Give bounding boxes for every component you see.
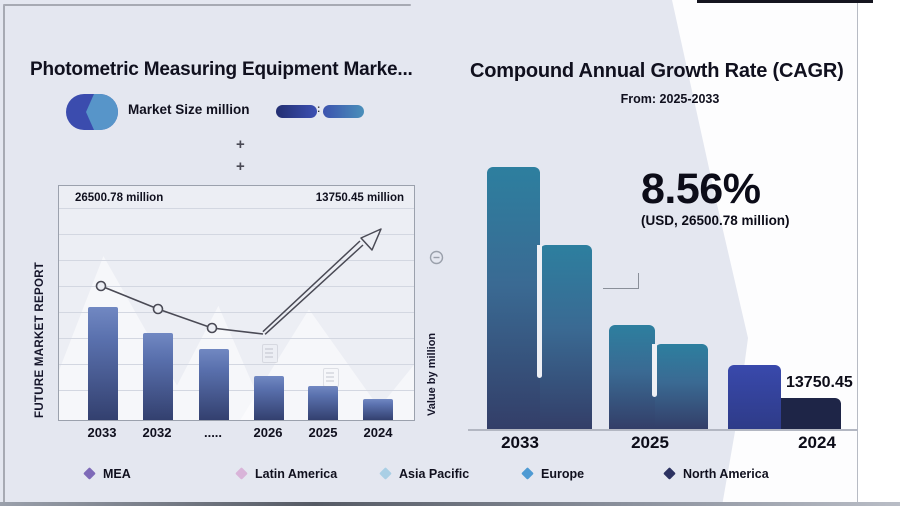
market-size-label: Market Size million [128,102,250,117]
legend-label: North America [683,467,769,481]
x-label: 2033 [87,425,117,440]
bar-2025 [308,386,338,420]
y-axis-label: Value by million [426,332,438,416]
right-title: Compound Annual Growth Rate (CAGR) [470,60,844,82]
market-size-row: Market Size million : [64,92,394,136]
left-title: Photometric Measuring Equipment Marke... [30,59,413,80]
gridline [59,286,414,287]
legend-label: Latin America [255,467,338,481]
legend-label: Asia Pacific [399,467,470,481]
legend-diamond-icon [663,467,676,480]
gridline [59,260,414,261]
x-label: 2024 [798,433,836,452]
bar-slot [652,344,657,397]
cagr-bar-2025-a [609,325,655,429]
bar-2032 [143,333,173,420]
slide-background: Photometric Measuring Equipment Marke...… [0,0,858,506]
legend-diamond-icon [83,467,96,480]
x-label: 2025 [308,425,338,440]
minus-circle-icon [429,250,444,270]
bar-ellipsis [199,349,229,420]
gridline [59,338,414,339]
document-watermark-icon [323,368,339,387]
top-edge-accent [697,0,873,3]
x-label: 2032 [142,425,172,440]
cagr-detail: (USD, 26500.78 million) [641,213,790,228]
frame-border [3,4,411,6]
end-value-label: 13750.45 million [315,192,404,204]
cagr-bar-2024-b [781,398,841,429]
bar-slot [537,245,542,378]
bar-2024 [363,399,393,420]
pill-separator: : [317,104,321,115]
trend-line-arrow [95,228,382,335]
leader-line [603,273,639,289]
end-value-callout: 13750.45 [786,374,853,391]
brand-watermark: FUTURE MARKET REPORT [34,261,46,418]
gridline [59,390,414,391]
gridline [59,364,414,365]
gridline [59,208,414,209]
legend-label: Europe [541,467,585,481]
right-subtitle: From: 2025-2033 [620,92,720,106]
database-icon [64,92,120,137]
x-label: 2033 [501,433,539,452]
cagr-bar-2033-b [540,245,592,429]
x-label: ..... [203,425,223,440]
cagr-bar-2024-a [728,365,781,429]
trend-chart-panel: 26500.78 million 13750.45 million [58,185,415,421]
gridline [59,312,414,313]
plus-icon: + [236,136,245,153]
x-axis-line [468,429,858,431]
bar-2026 [254,376,284,420]
frame-border [3,5,5,503]
bottom-edge [0,502,900,506]
x-label: 2024 [363,425,393,440]
cagr-bar-2025-b [655,344,708,429]
bar-2033 [88,307,118,420]
gridline [59,234,414,235]
legend-diamond-icon [235,467,248,480]
legend-label: MEA [103,467,131,481]
cagr-bar-2033-a [487,167,540,429]
legend-diamond-icon [521,467,534,480]
x-label: 2026 [253,425,283,440]
document-watermark-icon [262,344,278,363]
scale-pill-teal-icon [323,105,364,118]
legend-diamond-icon [379,467,392,480]
cagr-value: 8.56% [641,165,761,213]
start-value-label: 26500.78 million [75,192,164,204]
scale-pill-dark-icon [276,105,317,118]
x-label: 2025 [631,433,669,452]
plus-icon: + [236,158,245,175]
